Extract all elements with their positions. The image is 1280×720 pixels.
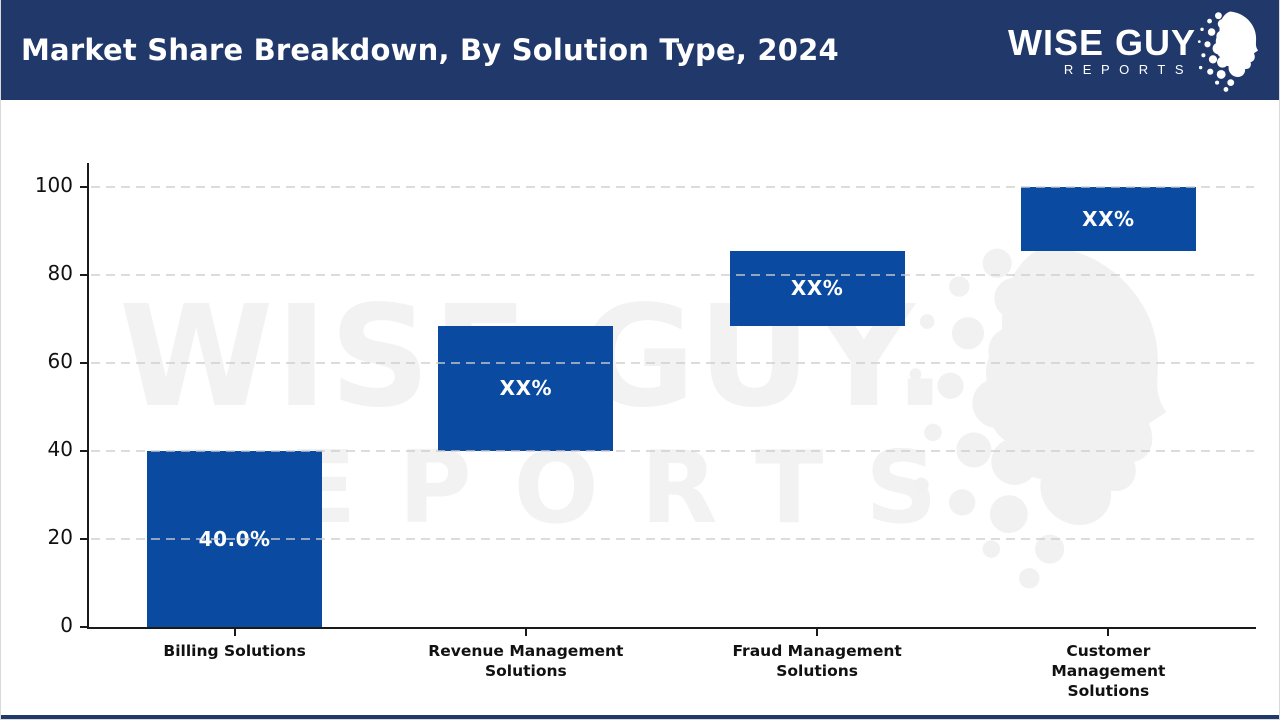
x-axis-category-label: Customer Management Solutions	[1051, 642, 1166, 700]
y-axis-line	[87, 163, 89, 629]
y-axis-tick	[80, 626, 89, 628]
gridline	[91, 362, 1254, 364]
bar-value-label: XX%	[1082, 206, 1135, 231]
y-axis-tick	[80, 450, 89, 452]
brand-wordmark: WISE GUY	[1007, 22, 1196, 63]
footer-bar	[1, 715, 1279, 719]
gridline	[91, 538, 1254, 540]
bar-segment: XX%	[1020, 187, 1196, 251]
gridline	[91, 450, 1254, 452]
x-axis-tick	[816, 627, 819, 636]
x-axis-tick	[233, 627, 236, 636]
y-axis-tick-label: 20	[47, 525, 73, 549]
bar-value-label: XX%	[790, 276, 844, 301]
y-axis-tick	[80, 538, 89, 540]
y-axis-tick-label: 0	[60, 613, 73, 637]
y-axis-tick-label: 80	[47, 261, 73, 285]
header-bar: Market Share Breakdown, By Solution Type…	[1, 0, 1279, 100]
y-axis-tick-label: 40	[47, 437, 73, 461]
brand-face-icon	[1197, 11, 1259, 92]
gridline	[91, 186, 1254, 188]
y-axis-tick	[80, 362, 89, 364]
x-axis-category-label: Billing Solutions	[163, 642, 306, 660]
brand-logo: WISE GUY REPORTS	[1007, 0, 1271, 100]
y-axis-tick-label: 100	[34, 173, 73, 197]
bar-value-label: XX%	[499, 376, 553, 401]
y-axis-tick-label: 60	[47, 349, 73, 373]
gridline	[91, 274, 1254, 276]
brand-subtext: REPORTS	[1063, 62, 1193, 77]
x-axis-tick	[524, 627, 527, 636]
bar-segment: XX%	[729, 250, 905, 326]
y-axis-tick	[80, 274, 89, 276]
x-axis-category-label: Fraud Management Solutions	[732, 642, 902, 680]
x-axis-category-label: Revenue Management Solutions	[428, 642, 624, 680]
x-axis-tick	[1107, 627, 1110, 636]
bar-segment: XX%	[438, 325, 614, 451]
y-axis-tick	[80, 186, 89, 188]
chart-title: Market Share Breakdown, By Solution Type…	[21, 33, 839, 67]
x-axis-line	[87, 627, 1256, 629]
